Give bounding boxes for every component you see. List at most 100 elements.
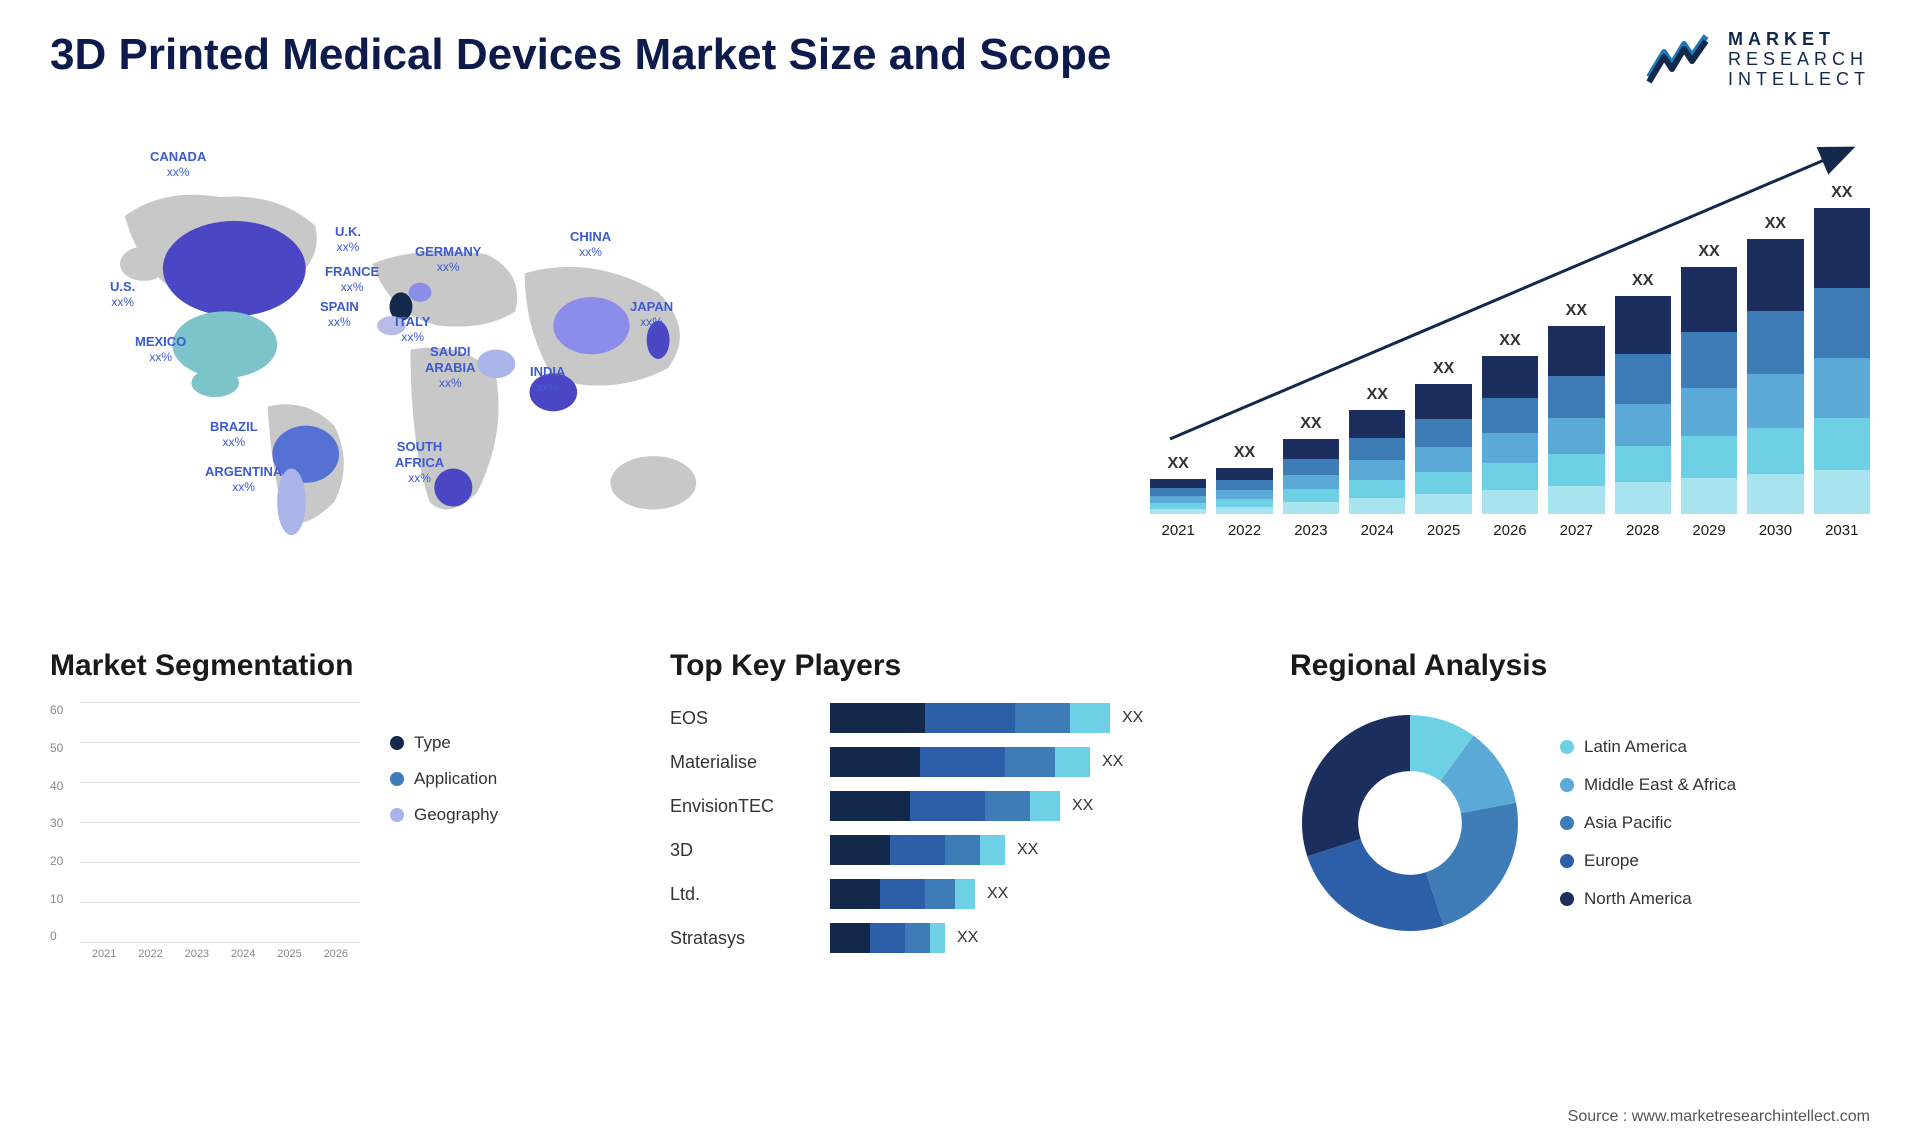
player-label: Ltd. <box>670 884 810 914</box>
growth-segment <box>1814 288 1870 358</box>
growth-segment <box>1548 376 1604 418</box>
legend-item: Latin America <box>1560 737 1736 757</box>
growth-segment <box>1216 507 1272 514</box>
legend-item: North America <box>1560 889 1736 909</box>
regional-donut-chart <box>1290 703 1530 943</box>
growth-column: XX 2028 <box>1615 272 1671 539</box>
player-segment <box>905 923 930 953</box>
map-region-china <box>553 297 629 354</box>
growth-segment <box>1349 480 1405 498</box>
growth-segment <box>1615 446 1671 482</box>
player-value: XX <box>957 929 978 947</box>
player-row: XX <box>830 923 1250 953</box>
player-label: EnvisionTEC <box>670 796 810 826</box>
player-segment <box>1055 747 1090 777</box>
growth-segment <box>1150 479 1206 488</box>
map-label: U.K.xx% <box>335 224 361 254</box>
y-tick: 10 <box>50 892 75 906</box>
map-label: MEXICOxx% <box>135 334 186 364</box>
growth-segment <box>1548 454 1604 486</box>
growth-value-label: XX <box>1632 272 1653 290</box>
growth-segment <box>1349 438 1405 460</box>
growth-segment <box>1615 296 1671 354</box>
growth-segment <box>1349 498 1405 514</box>
map-label: SOUTHAFRICAxx% <box>395 439 444 485</box>
growth-year-label: 2031 <box>1825 522 1858 539</box>
map-label: INDIAxx% <box>530 364 565 394</box>
map-label: ITALYxx% <box>395 314 430 344</box>
logo-icon <box>1644 32 1714 87</box>
growth-value-label: XX <box>1765 215 1786 233</box>
growth-column: XX2021 <box>1150 455 1206 539</box>
map-region-mexico <box>191 369 239 398</box>
growth-segment <box>1349 410 1405 438</box>
regional-legend: Latin AmericaMiddle East & AfricaAsia Pa… <box>1560 737 1736 909</box>
donut-slice <box>1307 839 1443 931</box>
growth-year-label: 2030 <box>1759 522 1792 539</box>
player-segment <box>930 923 945 953</box>
growth-segment <box>1747 239 1803 311</box>
players-panel: Top Key Players EOSMaterialiseEnvisionTE… <box>670 649 1250 973</box>
map-region-germany <box>409 283 432 302</box>
x-tick: 2023 <box>178 948 216 973</box>
legend-swatch <box>1560 778 1574 792</box>
player-value: XX <box>1102 753 1123 771</box>
x-tick: 2022 <box>131 948 169 973</box>
legend-swatch <box>390 808 404 822</box>
map-label: SAUDIARABIAxx% <box>425 344 476 390</box>
growth-column: XX2023 <box>1283 415 1339 539</box>
player-segment <box>890 835 945 865</box>
segmentation-legend: TypeApplicationGeography <box>390 703 498 973</box>
map-label: FRANCExx% <box>325 264 379 294</box>
legend-item: Middle East & Africa <box>1560 775 1736 795</box>
growth-segment <box>1283 459 1339 475</box>
growth-segment <box>1482 490 1538 514</box>
growth-segment <box>1415 384 1471 419</box>
player-segment <box>1070 703 1110 733</box>
growth-segment <box>1814 208 1870 288</box>
legend-label: Europe <box>1584 851 1639 871</box>
world-map: CANADAxx%U.S.xx%MEXICOxx%BRAZILxx%ARGENT… <box>50 119 1090 599</box>
regional-title: Regional Analysis <box>1290 649 1870 683</box>
growth-column: XX2027 <box>1548 302 1604 539</box>
growth-segment <box>1615 482 1671 514</box>
player-segment <box>830 923 870 953</box>
legend-label: Geography <box>414 805 498 825</box>
player-segment <box>910 791 985 821</box>
x-tick: 2021 <box>85 948 123 973</box>
growth-segment <box>1482 356 1538 398</box>
map-label: ARGENTINAxx% <box>205 464 282 494</box>
growth-segment <box>1548 486 1604 514</box>
growth-segment <box>1615 354 1671 404</box>
legend-swatch <box>1560 892 1574 906</box>
growth-year-label: 2028 <box>1626 522 1659 539</box>
player-value: XX <box>1122 709 1143 727</box>
logo-text-2: RESEARCH <box>1728 50 1870 70</box>
growth-segment <box>1415 494 1471 514</box>
growth-segment <box>1283 439 1339 459</box>
growth-segment <box>1747 474 1803 514</box>
legend-swatch <box>390 736 404 750</box>
legend-label: Application <box>414 769 497 789</box>
growth-segment <box>1615 404 1671 446</box>
player-segment <box>1030 791 1060 821</box>
growth-segment <box>1283 502 1339 514</box>
growth-segment <box>1747 374 1803 428</box>
donut-slice <box>1426 803 1518 926</box>
growth-segment <box>1482 398 1538 433</box>
regional-panel: Regional Analysis Latin America Middle Ea… <box>1290 649 1870 973</box>
player-segment <box>1005 747 1055 777</box>
growth-segment <box>1747 311 1803 374</box>
growth-year-label: 2029 <box>1692 522 1725 539</box>
legend-swatch <box>1560 740 1574 754</box>
growth-segment <box>1482 463 1538 490</box>
player-label: EOS <box>670 708 810 738</box>
map-region-brazil <box>272 426 339 483</box>
legend-swatch <box>390 772 404 786</box>
growth-column: XX 2030 <box>1747 215 1803 539</box>
growth-value-label: XX <box>1234 444 1255 462</box>
player-segment <box>925 703 1015 733</box>
map-label: JAPANxx% <box>630 299 673 329</box>
player-segment <box>980 835 1005 865</box>
growth-value-label: XX <box>1698 243 1719 261</box>
